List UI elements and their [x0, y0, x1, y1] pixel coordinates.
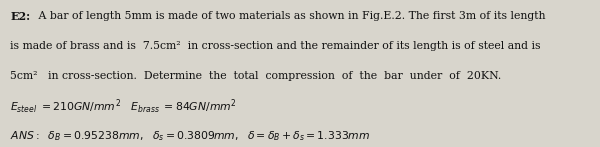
Text: A bar of length 5mm is made of two materials as shown in Fig.E.2. The first 3m o: A bar of length 5mm is made of two mater… — [35, 11, 545, 21]
Text: 5cm²   in cross-section.  Determine  the  total  compression  of  the  bar  unde: 5cm² in cross-section. Determine the tot… — [10, 71, 502, 81]
Text: is made of brass and is  7.5cm²  in cross-section and the remainder of its lengt: is made of brass and is 7.5cm² in cross-… — [10, 41, 541, 51]
Text: $\mathit{E}_{steel}$ $=210GN/mm^2$   $\mathit{E}_{brass}$ $=84GN/mm^2$: $\mathit{E}_{steel}$ $=210GN/mm^2$ $\mat… — [10, 98, 237, 116]
Text: $\mathit{ANS:}$  $\mathit{\delta}_{B}$$=0.95238mm,$  $\mathit{\delta}_{s}$$=0.38: $\mathit{ANS:}$ $\mathit{\delta}_{B}$$=0… — [10, 130, 370, 143]
Text: E2:: E2: — [10, 11, 30, 22]
